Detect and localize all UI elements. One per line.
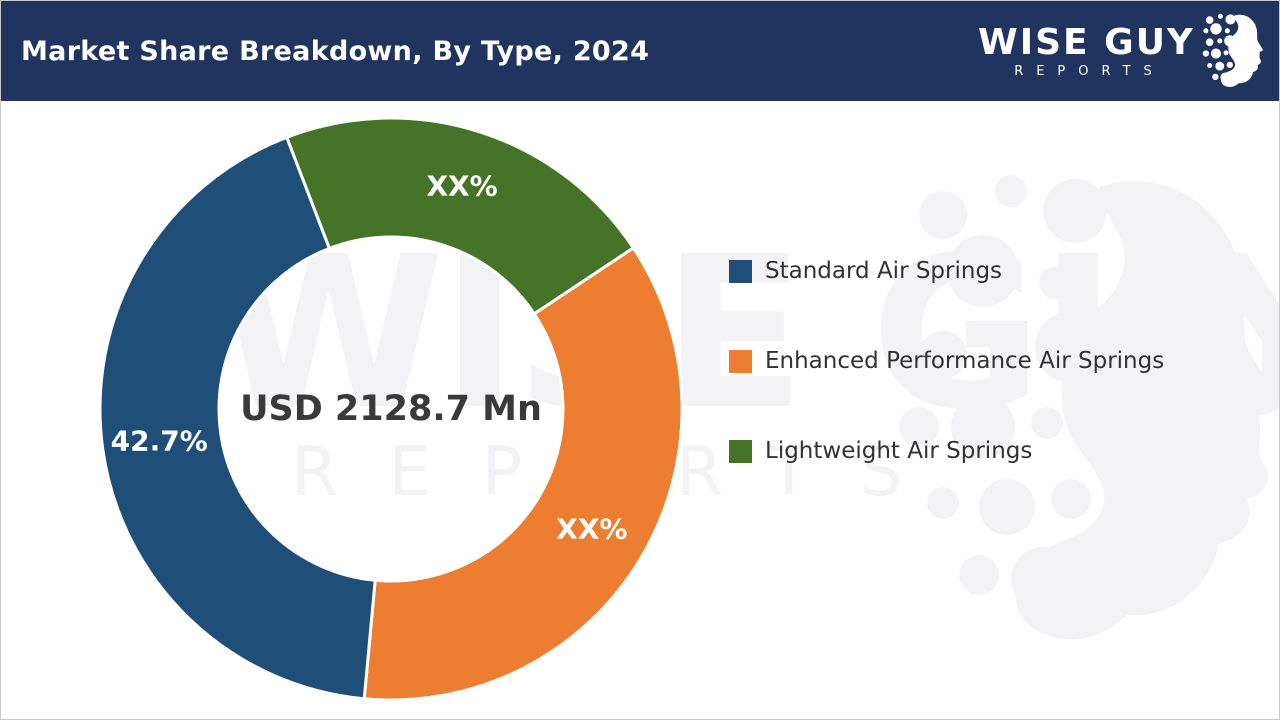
- donut-center-value: USD 2128.7 Mn: [240, 389, 542, 429]
- legend-label-lightweight: Lightweight Air Springs: [765, 438, 1033, 464]
- slice-percent-label-0: XX%: [426, 170, 497, 203]
- chart-region: WISE GUY REPORTS XX%XX%42.7% USD 2128.7 …: [1, 101, 1279, 719]
- slice-percent-label-1: XX%: [556, 513, 627, 546]
- header-bar: Market Share Breakdown, By Type, 2024 WI…: [1, 1, 1279, 101]
- brand-wordmark: WISE GUY REPORTS: [977, 21, 1195, 79]
- legend-swatch-enhanced: [729, 349, 752, 373]
- slice-percent-label-2: 42.7%: [111, 425, 208, 458]
- page-title: Market Share Breakdown, By Type, 2024: [21, 35, 650, 67]
- legend-label-enhanced: Enhanced Performance Air Springs: [765, 348, 1165, 374]
- legend-item-standard: Standard Air Springs: [729, 258, 1164, 284]
- chart-legend: Standard Air Springs Enhanced Performanc…: [729, 258, 1165, 529]
- legend-swatch-lightweight: [729, 439, 752, 463]
- donut-slice-2: [98, 135, 377, 701]
- donut-slice-0: [285, 116, 635, 316]
- legend-label-standard: Standard Air Springs: [765, 258, 1003, 284]
- brand-subtitle: REPORTS: [1014, 63, 1165, 79]
- donut-slice-1: [362, 246, 684, 702]
- legend-swatch-standard: [729, 259, 752, 283]
- brand-name: WISE GUY: [977, 21, 1195, 63]
- brand-face-icon: [1201, 10, 1265, 92]
- brand-logo: WISE GUY REPORTS: [978, 10, 1265, 92]
- legend-item-lightweight: Lightweight Air Springs: [729, 438, 1164, 464]
- donut-chart: XX% XX% 42.7%: [98, 116, 684, 702]
- legend-item-enhanced: Enhanced Performance Air Springs: [729, 348, 1165, 374]
